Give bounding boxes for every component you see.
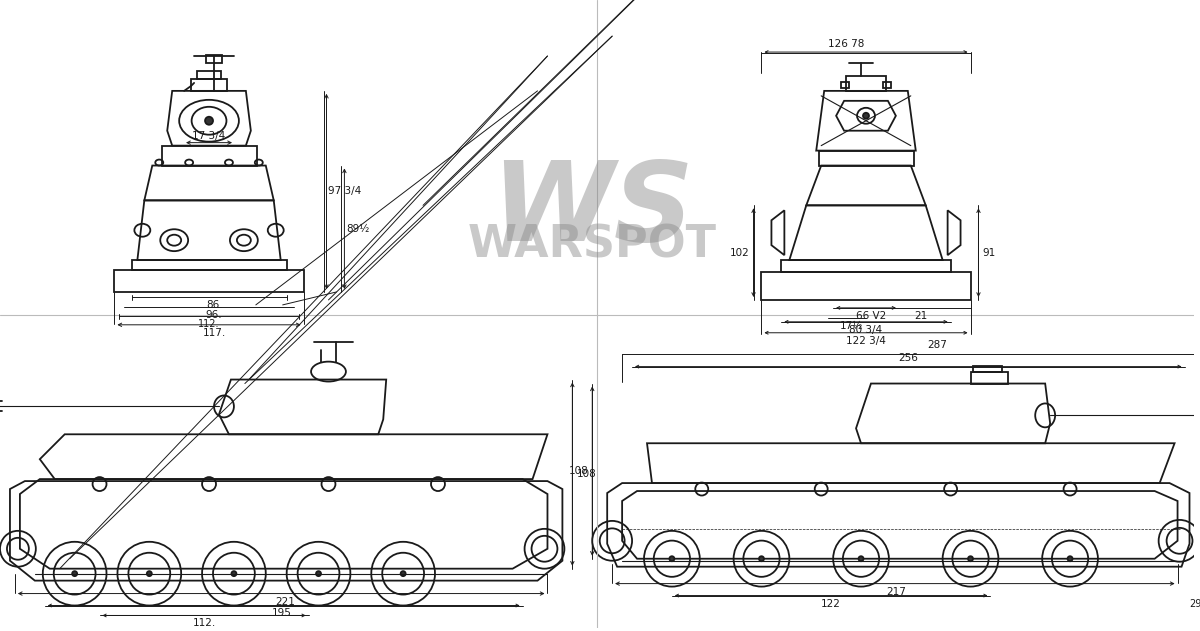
Text: 80 3/4: 80 3/4 (850, 325, 882, 335)
Bar (132, 260, 287, 270)
Bar (971, 372, 1008, 384)
Text: 126 78: 126 78 (828, 39, 864, 49)
Bar (191, 79, 227, 91)
Text: WS: WS (491, 157, 694, 264)
Text: 96.: 96. (205, 310, 222, 320)
Ellipse shape (670, 557, 674, 561)
Ellipse shape (968, 557, 973, 561)
Ellipse shape (401, 571, 406, 576)
Ellipse shape (858, 557, 864, 561)
Bar (781, 260, 950, 272)
Bar (846, 76, 886, 91)
Text: 89½: 89½ (347, 224, 370, 233)
Text: 17½: 17½ (839, 321, 863, 331)
Text: 221: 221 (276, 596, 295, 606)
Ellipse shape (146, 571, 151, 576)
Text: 86.: 86. (206, 300, 223, 310)
Text: 217: 217 (886, 587, 906, 596)
Bar (883, 82, 890, 88)
Ellipse shape (205, 117, 214, 125)
Text: 195.: 195. (272, 608, 295, 618)
Text: 91: 91 (983, 248, 996, 258)
Text: 256: 256 (898, 353, 918, 363)
Text: 29: 29 (1189, 599, 1200, 608)
Text: 287: 287 (928, 339, 948, 350)
Bar (762, 272, 971, 300)
Text: 66 V2: 66 V2 (856, 311, 886, 321)
Bar (972, 365, 1002, 372)
Ellipse shape (72, 571, 77, 576)
Text: 122 3/4: 122 3/4 (846, 336, 886, 346)
Ellipse shape (1068, 557, 1073, 561)
Ellipse shape (863, 113, 869, 119)
Text: 97 3/4: 97 3/4 (329, 186, 361, 196)
Bar (841, 82, 850, 88)
Ellipse shape (758, 557, 764, 561)
Bar (162, 146, 257, 165)
Text: 122: 122 (821, 599, 841, 608)
Text: 17 3/4: 17 3/4 (192, 131, 226, 141)
Bar (820, 151, 913, 165)
Bar (197, 71, 221, 79)
Text: 102: 102 (730, 248, 750, 258)
Text: 112.: 112. (192, 618, 216, 628)
Text: 117.: 117. (203, 327, 226, 338)
Text: 21: 21 (913, 311, 928, 321)
Text: 108: 108 (569, 466, 588, 476)
Ellipse shape (316, 571, 322, 576)
Text: 108: 108 (576, 469, 596, 479)
Bar (114, 270, 304, 292)
Ellipse shape (232, 571, 236, 576)
Bar (206, 55, 222, 63)
Text: WARSPOT: WARSPOT (468, 223, 716, 267)
Text: 112.: 112. (198, 319, 220, 329)
